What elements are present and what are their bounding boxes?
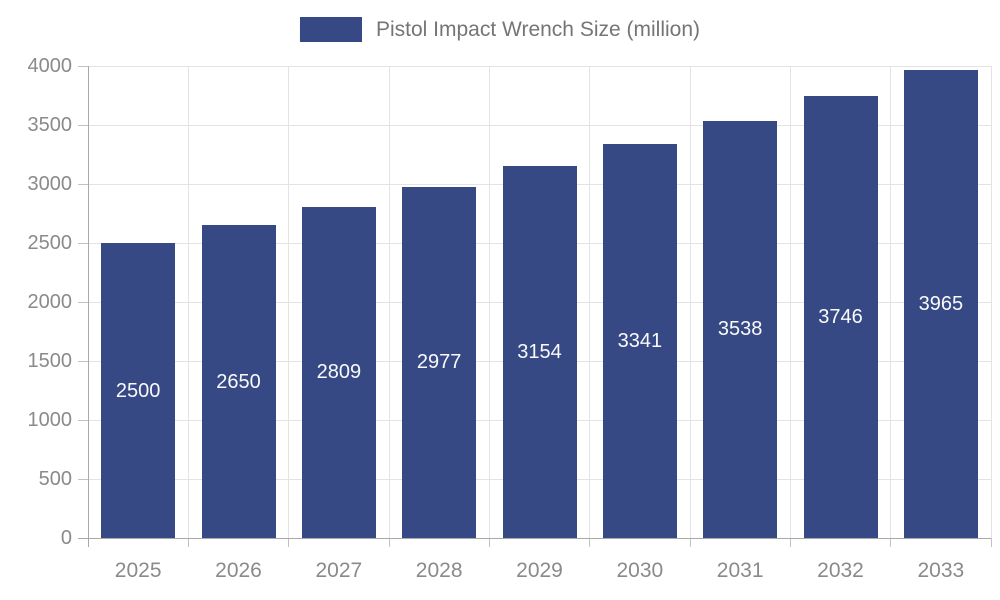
bar-value-label: 3154	[517, 340, 562, 363]
x-tick-label: 2029	[516, 559, 563, 582]
y-axis-tick-mark	[78, 478, 88, 480]
x-axis-tick-mark	[488, 538, 490, 547]
y-axis-tick-mark	[78, 360, 88, 362]
y-axis-line	[87, 66, 89, 547]
legend[interactable]: Pistol Impact Wrench Size (million)	[299, 17, 701, 42]
y-tick-label: 3000	[27, 173, 73, 195]
bar[interactable]: 2650	[201, 225, 276, 538]
y-tick-label: 2500	[27, 232, 73, 254]
bar-value-label: 2977	[416, 351, 462, 374]
x-axis-line	[78, 537, 991, 539]
y-tick-label: 1500	[27, 350, 73, 372]
y-axis-tick-mark	[78, 419, 88, 421]
gridline-vertical	[890, 66, 892, 538]
x-axis-tick-mark	[288, 538, 290, 547]
bar[interactable]: 3965	[903, 70, 978, 538]
gridline-vertical	[689, 66, 691, 538]
y-axis-tick-mark	[78, 183, 88, 185]
bar-value-label: 3965	[918, 293, 964, 316]
bar-value-label: 2500	[115, 379, 161, 402]
x-axis-tick-mark	[589, 538, 591, 547]
x-tick-label: 2030	[616, 559, 664, 582]
y-axis-tick-mark	[78, 242, 88, 244]
y-tick-label: 2000	[27, 291, 73, 313]
x-tick-label: 2031	[716, 559, 764, 582]
bar[interactable]: 2809	[301, 206, 376, 538]
y-axis-tick-mark	[78, 65, 88, 67]
bar-value-label: 2809	[316, 361, 362, 384]
bar[interactable]: 3154	[502, 165, 577, 538]
x-tick-label: 2027	[315, 559, 363, 582]
y-tick-label: 3500	[27, 114, 73, 136]
gridline-vertical	[288, 66, 290, 538]
gridline-vertical	[990, 66, 992, 538]
x-tick-label: 2025	[114, 559, 162, 582]
bar-value-label: 3746	[818, 305, 863, 328]
bar[interactable]: 3746	[803, 95, 878, 538]
x-axis-tick-mark	[990, 538, 992, 547]
bar[interactable]: 2500	[101, 243, 176, 538]
gridline-horizontal	[88, 124, 991, 126]
y-tick-label: 500	[38, 468, 72, 490]
bar-value-label: 3538	[717, 318, 763, 341]
bar[interactable]: 3538	[703, 120, 778, 538]
legend-label: Pistol Impact Wrench Size (million)	[375, 17, 701, 41]
x-tick-label: 2028	[415, 559, 463, 582]
x-axis-tick-mark	[789, 538, 791, 547]
bar-value-label: 3341	[617, 329, 663, 352]
x-axis-tick-mark	[890, 538, 892, 547]
legend-swatch	[299, 17, 362, 42]
gridline-vertical	[488, 66, 490, 538]
x-axis-tick-mark	[187, 538, 189, 547]
y-tick-label: 4000	[27, 55, 73, 77]
bar-value-label: 2650	[216, 370, 261, 393]
x-tick-label: 2026	[215, 559, 262, 582]
x-axis-tick-mark	[388, 538, 390, 547]
gridline-vertical	[589, 66, 591, 538]
y-tick-label: 1000	[27, 409, 73, 431]
bar[interactable]: 2977	[402, 186, 477, 538]
gridline-vertical	[187, 66, 189, 538]
x-tick-label: 2033	[917, 559, 965, 582]
gridline-horizontal	[88, 65, 991, 67]
y-axis-tick-mark	[78, 124, 88, 126]
gridline-vertical	[388, 66, 390, 538]
y-axis-tick-mark	[78, 301, 88, 303]
gridline-vertical	[789, 66, 791, 538]
y-tick-label: 0	[60, 527, 72, 549]
x-axis-tick-mark	[689, 538, 691, 547]
bar[interactable]: 3341	[602, 143, 677, 538]
x-tick-label: 2032	[817, 559, 864, 582]
